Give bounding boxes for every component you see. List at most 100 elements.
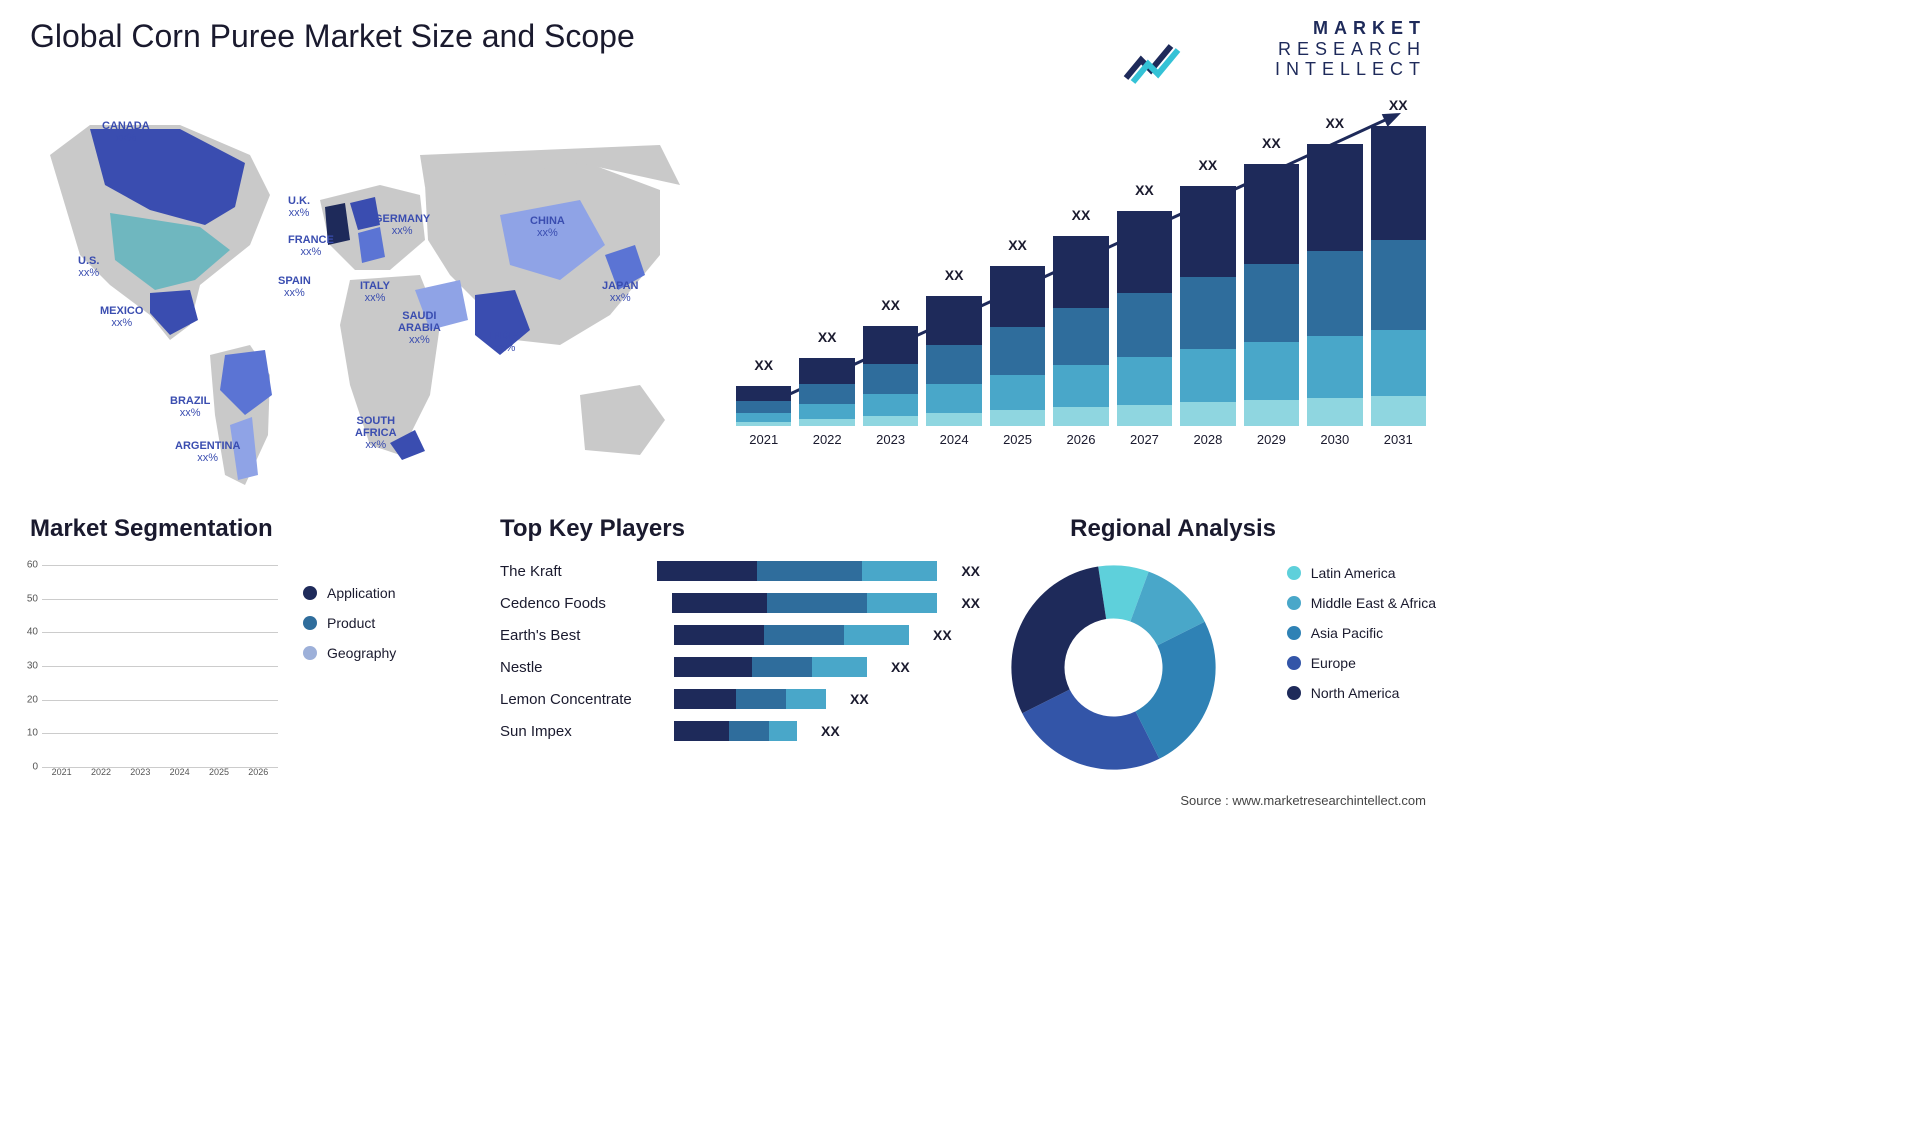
key-player-name: Nestle	[500, 659, 660, 676]
forecast-bar: XX2031	[1371, 126, 1426, 447]
legend-item: Product	[303, 615, 396, 631]
map-country-label: BRAZILxx%	[170, 395, 210, 419]
forecast-bar-value: XX	[754, 357, 773, 373]
legend-item: Geography	[303, 645, 396, 661]
key-player-value: XX	[961, 563, 980, 579]
forecast-bar-value: XX	[818, 329, 837, 345]
forecast-bar: XX2023	[863, 326, 918, 447]
key-player-bar	[672, 593, 937, 613]
key-player-value: XX	[821, 723, 840, 739]
brand-mark-icon	[1121, 38, 1191, 88]
key-player-name: Earth's Best	[500, 627, 660, 644]
legend-item: Middle East & Africa	[1287, 595, 1436, 611]
key-player-name: Sun Impex	[500, 723, 660, 740]
segmentation-year: 2026	[239, 767, 278, 785]
forecast-year: 2031	[1384, 432, 1413, 447]
forecast-bar: XX2025	[990, 266, 1045, 447]
key-player-bar	[674, 721, 797, 741]
forecast-bar-value: XX	[945, 267, 964, 283]
forecast-bar-value: XX	[1135, 182, 1154, 198]
forecast-year: 2030	[1320, 432, 1349, 447]
forecast-bar: XX2022	[799, 358, 854, 447]
forecast-bar-value: XX	[1008, 237, 1027, 253]
key-player-value: XX	[850, 691, 869, 707]
segmentation-title: Market Segmentation	[30, 515, 273, 543]
forecast-bar: XX2030	[1307, 144, 1362, 447]
key-player-bar	[674, 625, 909, 645]
segmentation-year: 2021	[42, 767, 81, 785]
key-player-row: Earth's Best XX	[500, 619, 980, 651]
legend-label: Asia Pacific	[1311, 625, 1383, 641]
legend-label: Geography	[327, 645, 396, 661]
donut-slice	[1011, 567, 1106, 714]
legend-item: Europe	[1287, 655, 1436, 671]
segmentation-year: 2023	[121, 767, 160, 785]
legend-item: Asia Pacific	[1287, 625, 1436, 641]
legend-swatch	[1287, 686, 1301, 700]
map-country-label: FRANCExx%	[288, 234, 334, 258]
forecast-bar: XX2024	[926, 296, 981, 447]
map-country-label: JAPANxx%	[602, 280, 638, 304]
forecast-year: 2024	[940, 432, 969, 447]
key-player-row: Cedenco Foods XX	[500, 587, 980, 619]
segmentation-year: 2022	[81, 767, 120, 785]
map-country-label: SAUDIARABIAxx%	[398, 310, 441, 346]
key-players-chart: The Kraft XX Cedenco Foods XX Earth's Best XX…	[500, 555, 980, 785]
forecast-bar: XX2028	[1180, 186, 1235, 447]
regional-chart: Latin America Middle East & Africa Asia Pa…	[1006, 555, 1436, 785]
legend-swatch	[303, 586, 317, 600]
legend-swatch	[1287, 596, 1301, 610]
page-title: Global Corn Puree Market Size and Scope	[30, 18, 635, 55]
map-country-label: GERMANYxx%	[374, 213, 430, 237]
logo-line1: MARKET	[1275, 18, 1426, 39]
forecast-year: 2025	[1003, 432, 1032, 447]
map-country-label: INDIAxx%	[490, 330, 520, 354]
key-player-value: XX	[933, 627, 952, 643]
forecast-year: 2022	[813, 432, 842, 447]
forecast-year: 2028	[1193, 432, 1222, 447]
forecast-chart: XX2021XX2022XX2023XX2024XX2025XX2026XX20…	[736, 95, 1426, 475]
forecast-bar: XX2021	[736, 386, 791, 447]
map-country-label: CHINAxx%	[530, 215, 565, 239]
map-country-label: U.K.xx%	[288, 195, 310, 219]
key-player-bar	[674, 657, 867, 677]
forecast-bar: XX2029	[1244, 164, 1299, 447]
key-player-row: The Kraft XX	[500, 555, 980, 587]
key-player-row: Sun Impex XX	[500, 715, 980, 747]
logo-line3: INTELLECT	[1275, 59, 1426, 80]
map-country-label: U.S.xx%	[78, 255, 99, 279]
forecast-bar-value: XX	[1199, 157, 1218, 173]
world-map: CANADAxx%U.S.xx%MEXICOxx%BRAZILxx%ARGENT…	[20, 95, 700, 495]
logo-line2: RESEARCH	[1275, 39, 1426, 60]
forecast-bar-value: XX	[1325, 115, 1344, 131]
key-player-row: Nestle XX	[500, 651, 980, 683]
key-player-bar	[674, 689, 826, 709]
legend-swatch	[1287, 656, 1301, 670]
legend-label: North America	[1311, 685, 1400, 701]
forecast-year: 2027	[1130, 432, 1159, 447]
map-country-label: CANADAxx%	[102, 120, 150, 144]
segmentation-year: 2025	[199, 767, 238, 785]
key-player-row: Lemon Concentrate XX	[500, 683, 980, 715]
source-attribution: Source : www.marketresearchintellect.com	[1180, 793, 1426, 808]
legend-swatch	[1287, 566, 1301, 580]
key-player-value: XX	[891, 659, 910, 675]
key-players-title: Top Key Players	[500, 515, 685, 543]
legend-label: Product	[327, 615, 375, 631]
key-player-name: Cedenco Foods	[500, 595, 658, 612]
map-country-label: SOUTHAFRICAxx%	[355, 415, 397, 451]
legend-label: Middle East & Africa	[1311, 595, 1436, 611]
segmentation-chart: 0102030405060 202120222023202420252026 A…	[18, 555, 458, 785]
map-country-label: ITALYxx%	[360, 280, 390, 304]
forecast-bar: XX2027	[1117, 211, 1172, 447]
legend-swatch	[303, 646, 317, 660]
legend-item: Latin America	[1287, 565, 1436, 581]
key-player-value: XX	[961, 595, 980, 611]
key-player-name: Lemon Concentrate	[500, 691, 660, 708]
key-player-name: The Kraft	[500, 563, 643, 580]
segmentation-year: 2024	[160, 767, 199, 785]
legend-swatch	[1287, 626, 1301, 640]
legend-item: Application	[303, 585, 396, 601]
forecast-year: 2026	[1067, 432, 1096, 447]
key-player-bar	[657, 561, 937, 581]
